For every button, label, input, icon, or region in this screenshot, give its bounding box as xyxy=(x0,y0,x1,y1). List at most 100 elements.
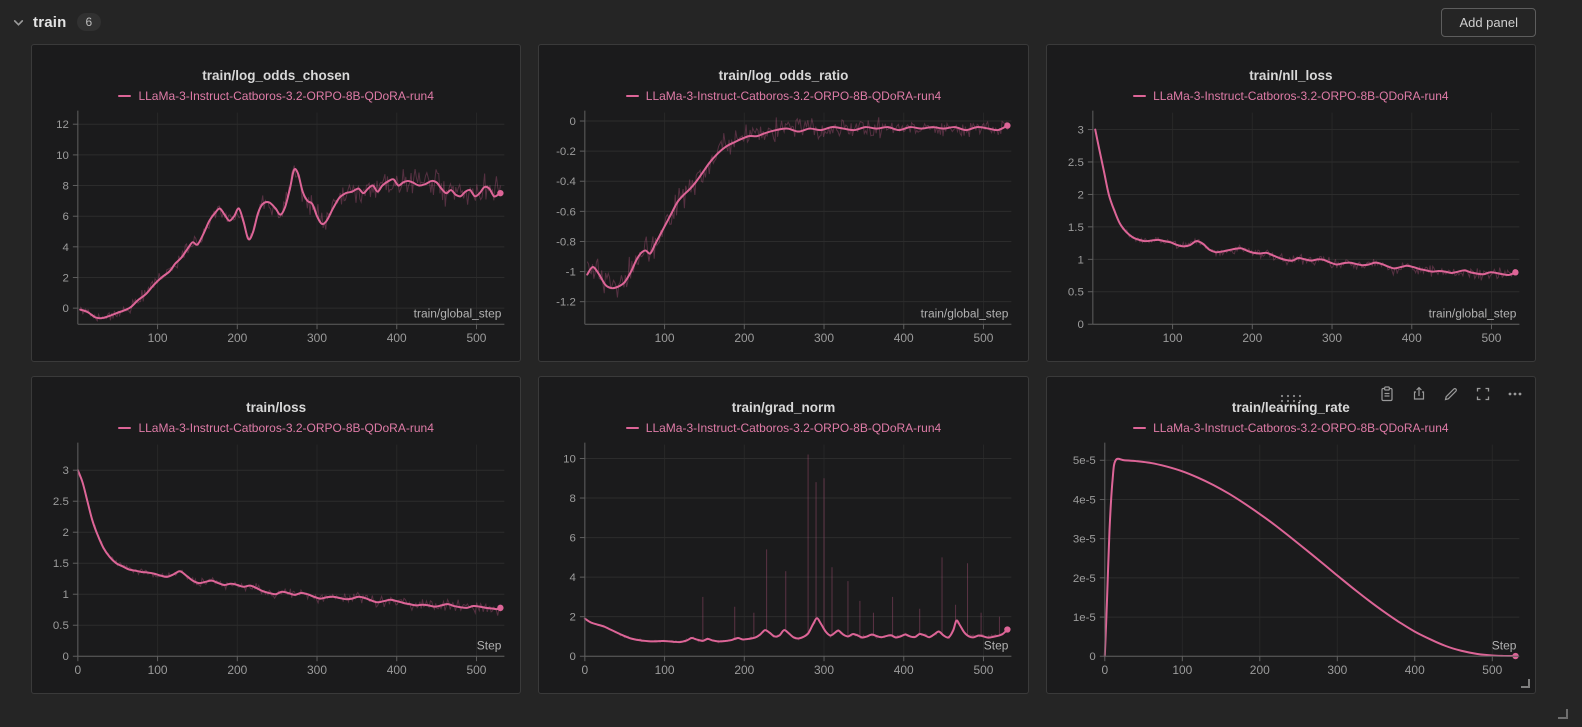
svg-text:400: 400 xyxy=(894,663,914,677)
legend-run-name: LLaMa-3-Instruct-Catboros-3.2-ORPO-8B-QD… xyxy=(645,421,942,435)
svg-text:200: 200 xyxy=(1242,331,1262,345)
svg-text:200: 200 xyxy=(735,331,755,345)
chart-plot[interactable]: 100 200 300 400 500 0 2 4 6 8 10 12 train/global_ste… xyxy=(32,45,520,361)
chart-panel: train/log_odds_ratio LLaMa-3-Instruct-Ca… xyxy=(538,44,1029,362)
svg-text:1: 1 xyxy=(62,589,68,601)
svg-text:200: 200 xyxy=(227,663,247,677)
svg-text:500: 500 xyxy=(467,331,487,345)
svg-text:3: 3 xyxy=(62,465,68,477)
chart-panel: train/learning_rate LLaMa-3-Instruct-Cat… xyxy=(1045,376,1536,694)
svg-text:0: 0 xyxy=(570,116,576,128)
panel-resize-handle[interactable] xyxy=(1521,679,1530,688)
chart-plot[interactable]: 0 100 200 300 400 500 0 2 4 6 8 10 Step xyxy=(539,377,1027,693)
chart-panel: train/log_odds_chosen LLaMa-3-Instruct-C… xyxy=(31,44,522,362)
section-resize-handle[interactable] xyxy=(1558,709,1568,719)
svg-text:10: 10 xyxy=(563,453,576,465)
svg-text:0: 0 xyxy=(62,303,68,315)
svg-text:2: 2 xyxy=(62,273,68,285)
svg-text:2: 2 xyxy=(570,612,576,624)
legend-run-name: LLaMa-3-Instruct-Catboros-3.2-ORPO-8B-QD… xyxy=(1153,421,1449,435)
legend-swatch xyxy=(625,95,639,97)
svg-text:500: 500 xyxy=(1481,331,1501,345)
svg-text:200: 200 xyxy=(1249,663,1269,677)
svg-text:10: 10 xyxy=(56,150,69,162)
svg-text:500: 500 xyxy=(1482,663,1502,677)
svg-text:-0.6: -0.6 xyxy=(556,206,576,218)
chart-title: train/nll_loss xyxy=(1249,68,1333,83)
svg-text:400: 400 xyxy=(894,331,914,345)
svg-text:train/global_step: train/global_step xyxy=(921,306,1009,320)
svg-text:400: 400 xyxy=(387,331,407,345)
export-icon[interactable] xyxy=(1411,386,1427,403)
svg-text:12: 12 xyxy=(56,119,69,131)
more-icon[interactable] xyxy=(1507,386,1523,403)
chart-legend[interactable]: LLaMa-3-Instruct-Catboros-3.2-ORPO-8B-QD… xyxy=(539,421,1027,435)
chart-panel: train/nll_loss LLaMa-3-Instruct-Catboros… xyxy=(1045,44,1536,362)
svg-text:300: 300 xyxy=(814,331,834,345)
svg-text:Step: Step xyxy=(984,638,1009,652)
legend-swatch xyxy=(118,427,132,429)
section-title: train xyxy=(33,13,67,31)
add-panel-button[interactable]: Add panel xyxy=(1441,7,1536,37)
legend-swatch xyxy=(1133,427,1147,429)
legend-run-name: LLaMa-3-Instruct-Catboros-3.2-ORPO-8B-QD… xyxy=(645,89,942,103)
chart-panel: train/loss LLaMa-3-Instruct-Catboros-3.2… xyxy=(31,376,522,694)
chart-plot[interactable]: 0 100 200 300 400 500 0 0.5 1 1.5 2 2.5 3 Step xyxy=(32,377,520,693)
svg-text:train/global_step: train/global_step xyxy=(414,306,502,320)
chart-legend[interactable]: LLaMa-3-Instruct-Catboros-3.2-ORPO-8B-QD… xyxy=(539,89,1027,103)
legend-run-name: LLaMa-3-Instruct-Catboros-3.2-ORPO-8B-QD… xyxy=(138,89,434,103)
chart-plot[interactable]: 0 100 200 300 400 500 0 1e-5 2e-5 3e-5 4e-5 5e-5 Ste… xyxy=(1047,377,1535,693)
svg-text:300: 300 xyxy=(307,663,327,677)
svg-text:-0.8: -0.8 xyxy=(556,236,576,248)
svg-text:2: 2 xyxy=(1077,189,1083,201)
chart-legend[interactable]: LLaMa-3-Instruct-Catboros-3.2-ORPO-8B-QD… xyxy=(32,421,520,435)
collapse-chevron-icon[interactable] xyxy=(12,16,25,29)
svg-text:2.5: 2.5 xyxy=(1068,157,1084,169)
svg-text:100: 100 xyxy=(148,663,168,677)
legend-swatch xyxy=(625,427,639,429)
chart-plot[interactable]: 100 200 300 400 500 0 0.5 1 1.5 2 2.5 3 train/global… xyxy=(1047,45,1535,361)
svg-text:400: 400 xyxy=(1404,663,1424,677)
svg-text:6: 6 xyxy=(570,533,576,545)
svg-text:3: 3 xyxy=(1077,125,1083,137)
chart-legend[interactable]: LLaMa-3-Instruct-Catboros-3.2-ORPO-8B-QD… xyxy=(32,89,520,103)
svg-text:3e-5: 3e-5 xyxy=(1073,534,1096,546)
chart-panel: train/grad_norm LLaMa-3-Instruct-Catboro… xyxy=(538,376,1029,694)
svg-text:0.5: 0.5 xyxy=(53,620,69,632)
svg-text:100: 100 xyxy=(148,331,168,345)
svg-text:300: 300 xyxy=(814,663,834,677)
chart-legend[interactable]: LLaMa-3-Instruct-Catboros-3.2-ORPO-8B-QD… xyxy=(1047,421,1535,435)
panel-grid: train/log_odds_chosen LLaMa-3-Instruct-C… xyxy=(31,44,1536,694)
svg-text:0.5: 0.5 xyxy=(1068,287,1084,299)
svg-text:1e-5: 1e-5 xyxy=(1073,612,1096,624)
svg-text:2: 2 xyxy=(62,527,68,539)
svg-text:1.5: 1.5 xyxy=(53,558,69,570)
svg-text:Step: Step xyxy=(477,638,502,652)
chart-title: train/learning_rate xyxy=(1231,400,1350,415)
clipboard-icon[interactable] xyxy=(1379,386,1395,403)
svg-text:0: 0 xyxy=(1089,651,1095,663)
svg-text:400: 400 xyxy=(387,663,407,677)
edit-icon[interactable] xyxy=(1443,386,1459,403)
panel-toolbar xyxy=(1047,386,1535,408)
chart-plot[interactable]: 100 200 300 400 5000-0.2-0.4-0.6-0.8-1-1.2tr… xyxy=(539,45,1027,361)
svg-text:300: 300 xyxy=(1327,663,1347,677)
chart-title: train/log_odds_ratio xyxy=(718,68,849,83)
svg-text:8: 8 xyxy=(62,180,68,192)
svg-text:-1.2: -1.2 xyxy=(556,297,576,309)
svg-text:1: 1 xyxy=(1077,254,1083,266)
chart-legend[interactable]: LLaMa-3-Instruct-Catboros-3.2-ORPO-8B-QD… xyxy=(1047,89,1535,103)
svg-text:100: 100 xyxy=(1162,331,1182,345)
svg-text:1.5: 1.5 xyxy=(1068,222,1084,234)
svg-text:300: 300 xyxy=(307,331,327,345)
fullscreen-icon[interactable] xyxy=(1475,386,1491,403)
svg-text:8: 8 xyxy=(570,493,576,505)
svg-text:400: 400 xyxy=(1401,331,1421,345)
legend-swatch xyxy=(1133,95,1147,97)
chart-title: train/loss xyxy=(246,400,307,415)
chart-title: train/grad_norm xyxy=(731,400,836,415)
drag-handle-icon[interactable] xyxy=(1280,390,1302,408)
svg-text:500: 500 xyxy=(974,331,994,345)
svg-text:5e-5: 5e-5 xyxy=(1073,455,1096,467)
svg-text:100: 100 xyxy=(655,663,675,677)
